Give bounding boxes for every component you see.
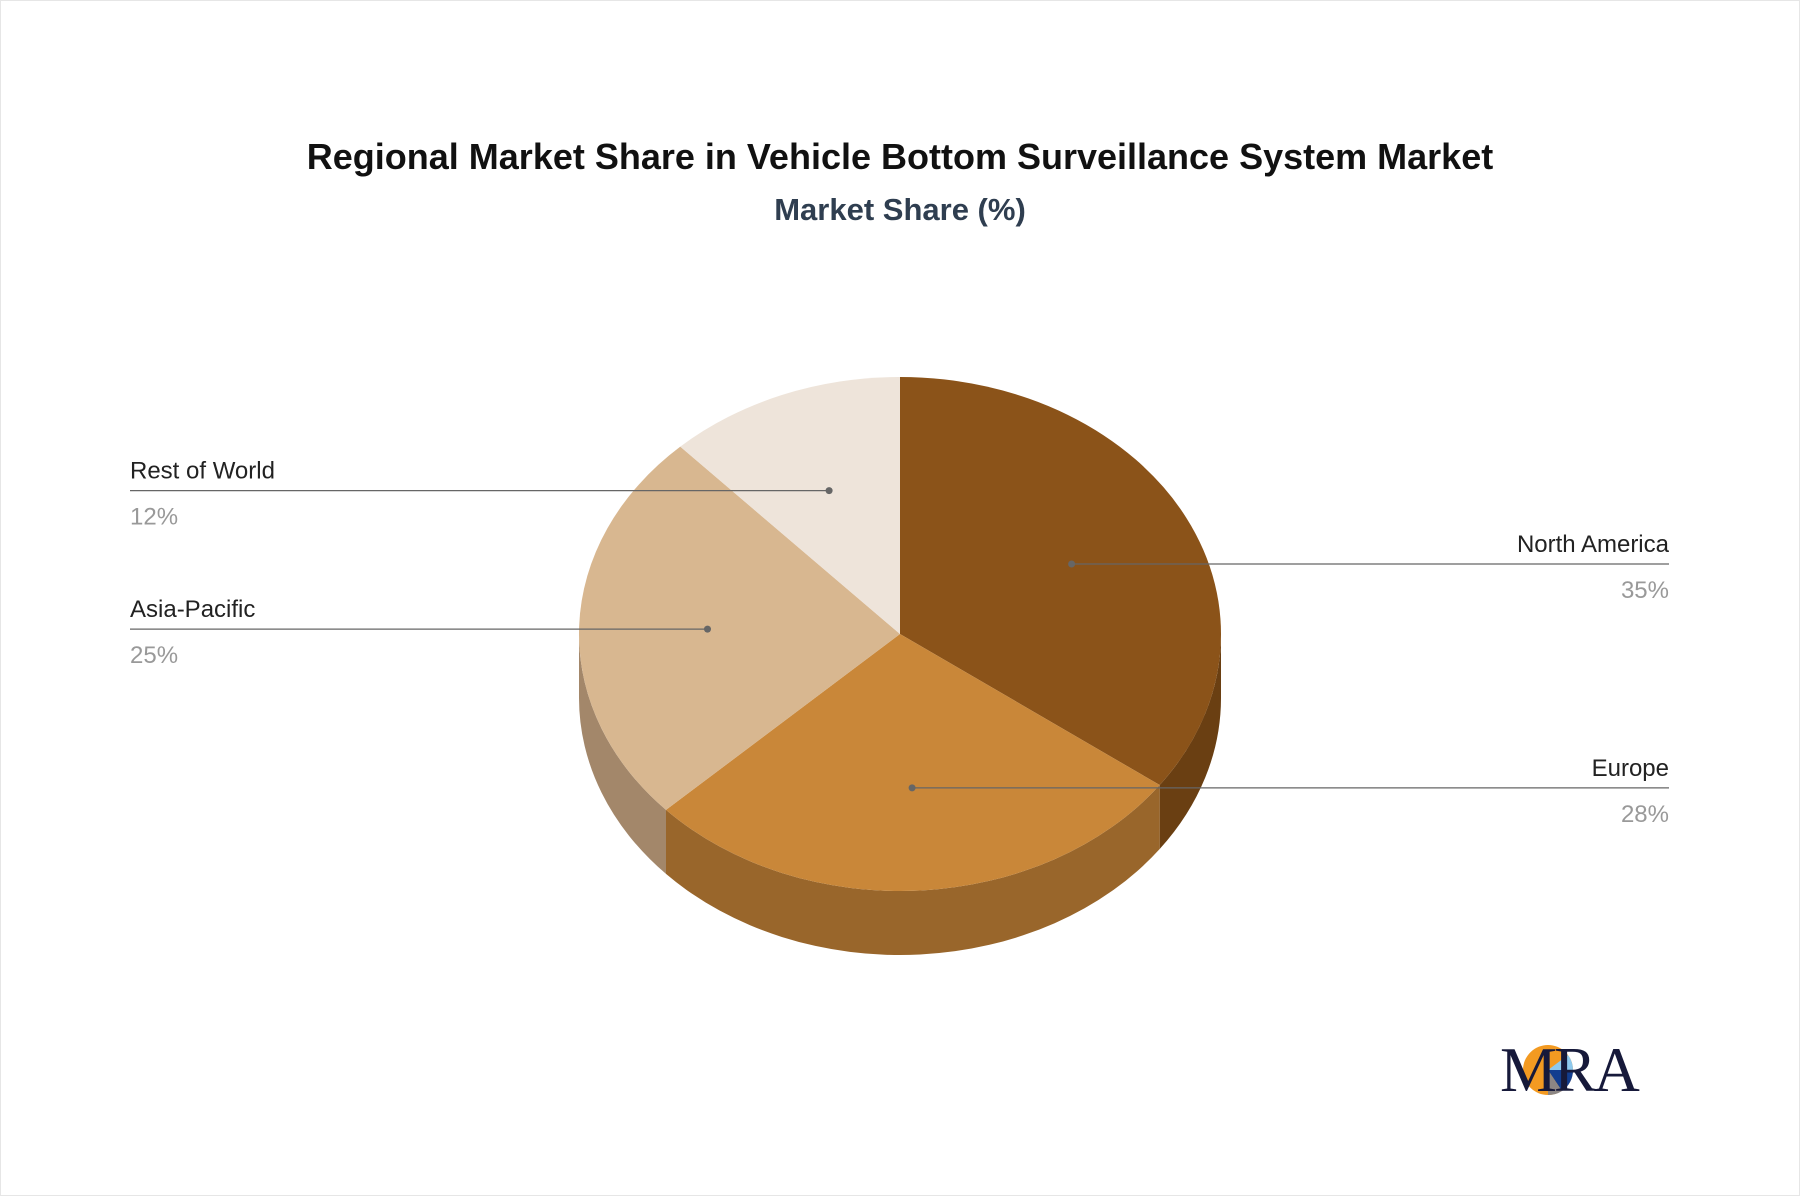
leader-dot — [908, 784, 916, 792]
slice-side-1 — [666, 785, 1160, 955]
pie-slice[interactable] — [900, 377, 1221, 786]
chart-title: Regional Market Share in Vehicle Bottom … — [306, 136, 1494, 177]
slice-value: 25% — [130, 642, 178, 669]
leader-dot — [825, 487, 833, 495]
slice-label: Asia-Pacific — [130, 596, 255, 623]
chart-subtitle: Market Share (%) — [774, 192, 1026, 227]
pie-slice[interactable] — [666, 634, 1160, 891]
slice-value: 12% — [130, 504, 178, 531]
logo-text: MRA — [1500, 1034, 1640, 1105]
slice-value: 35% — [1621, 577, 1669, 604]
slice-value: 28% — [1621, 801, 1669, 828]
slice-label: Europe — [1592, 755, 1669, 782]
leader-dot — [1068, 560, 1076, 568]
slice-label: Rest of World — [130, 458, 275, 485]
slice-side-2 — [579, 634, 667, 874]
leader-dot — [703, 625, 711, 633]
pie-slice[interactable] — [579, 446, 900, 810]
mra-logo-icon — [1523, 1045, 1574, 1096]
slice-label: North America — [1517, 531, 1670, 558]
slice-side-0 — [1159, 634, 1221, 850]
pie-slice[interactable] — [680, 377, 900, 634]
